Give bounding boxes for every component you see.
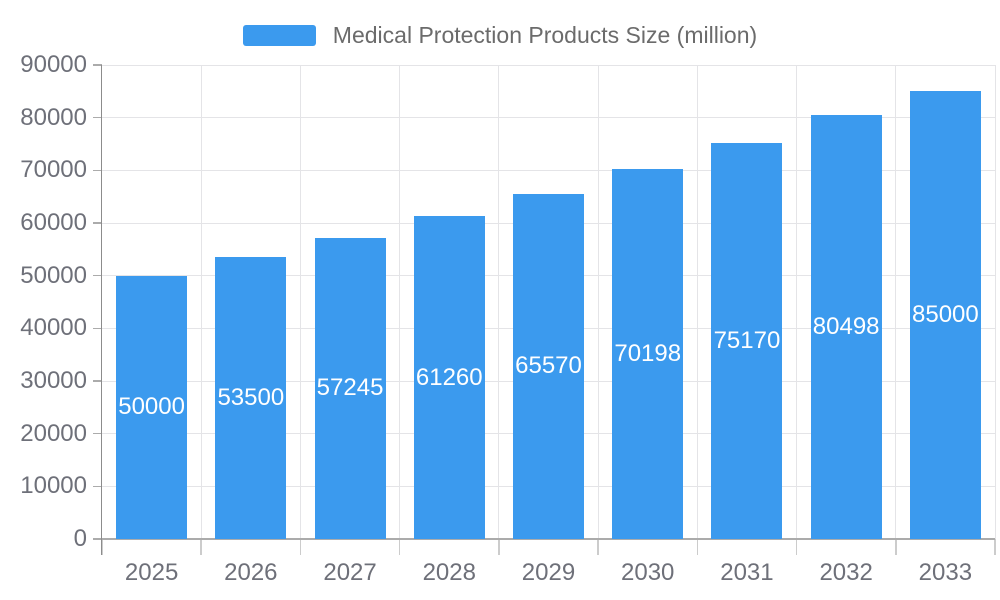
bar-value-label: 85000 [912, 301, 979, 329]
x-axis-tick-label: 2026 [224, 559, 278, 586]
y-axis-line [100, 65, 102, 555]
gridline-vertical [696, 65, 698, 539]
x-axis-tick [398, 539, 401, 555]
y-axis-tick [93, 169, 102, 172]
y-axis-tick [93, 432, 102, 435]
y-axis-tick [93, 485, 102, 488]
bar-2026[interactable] [215, 257, 287, 539]
legend-label: Medical Protection Products Size (millio… [332, 22, 758, 48]
gridline-horizontal [102, 117, 995, 119]
y-axis-tick [93, 222, 102, 224]
x-axis-tick [795, 539, 798, 555]
gridline-vertical [399, 65, 401, 539]
x-axis-line [102, 538, 995, 540]
gridline-horizontal [102, 169, 995, 171]
bar-2025[interactable] [116, 275, 188, 539]
bar-2029[interactable] [513, 193, 584, 539]
y-axis-tick [93, 327, 102, 330]
y-axis-tick-label: 90000 [20, 51, 87, 78]
x-axis-tick-label: 2028 [422, 559, 476, 586]
x-axis-tick [200, 539, 202, 555]
x-axis-tick-label: 2032 [819, 559, 873, 586]
x-axis-tick-label: 2029 [521, 559, 576, 586]
x-axis-tick-label: 2033 [918, 559, 973, 586]
y-axis-tick [93, 380, 102, 382]
bar-2030[interactable] [612, 169, 684, 539]
bar-value-label: 53500 [217, 384, 285, 412]
legend: Medical Protection Products Size (millio… [0, 22, 1000, 48]
gridline-vertical [200, 65, 202, 539]
gridline-vertical [299, 65, 301, 539]
bar-2033[interactable] [909, 91, 981, 539]
x-axis-tick-label: 2027 [323, 559, 377, 586]
x-axis-tick-label: 2031 [720, 559, 774, 586]
bar-value-label: 80498 [812, 313, 880, 341]
y-axis-tick-label: 30000 [20, 367, 87, 394]
y-axis-tick-label: 50000 [20, 261, 87, 289]
x-axis-tick [101, 539, 103, 555]
bar-value-label: 50000 [118, 393, 185, 421]
y-axis-tick-label: 0 [73, 525, 87, 552]
bar-2032[interactable] [810, 115, 882, 539]
bar-2027[interactable] [314, 237, 386, 539]
y-axis-tick-label: 60000 [20, 209, 87, 236]
bar-value-label: 75170 [713, 327, 781, 355]
x-axis-tick [597, 539, 599, 555]
y-axis-tick-label: 80000 [20, 103, 87, 131]
gridline-vertical [498, 65, 500, 539]
y-axis-tick [93, 116, 102, 119]
x-axis-tick-label: 2025 [124, 559, 179, 586]
gridline-vertical [994, 65, 996, 539]
x-axis-tick-label: 2030 [621, 559, 675, 586]
bar-value-label: 57245 [316, 374, 384, 402]
x-axis-tick [895, 539, 897, 555]
bar-value-label: 61260 [415, 363, 483, 391]
y-axis-tick-label: 10000 [20, 472, 87, 500]
gridline-vertical [597, 65, 599, 539]
gridline-vertical [796, 65, 798, 539]
bar-value-label: 65570 [515, 352, 582, 380]
x-axis-tick [994, 539, 996, 555]
legend-item-medical-protection[interactable]: Medical Protection Products Size (millio… [242, 22, 758, 48]
bar-2028[interactable] [413, 216, 485, 539]
x-axis-tick [498, 539, 500, 555]
y-axis-tick-label: 20000 [20, 419, 87, 447]
y-axis-tick [93, 538, 102, 540]
y-axis-tick-label: 70000 [20, 156, 87, 184]
y-axis-tick [93, 274, 102, 277]
gridline-horizontal [102, 64, 995, 66]
y-axis-tick-label: 40000 [20, 314, 87, 342]
bar-2031[interactable] [711, 143, 783, 539]
x-axis-tick [299, 539, 302, 555]
gridline-vertical [895, 65, 897, 539]
bar-value-label: 70198 [614, 340, 682, 368]
y-axis-tick [93, 64, 102, 66]
x-axis-tick [696, 539, 699, 555]
legend-swatch [242, 24, 316, 46]
